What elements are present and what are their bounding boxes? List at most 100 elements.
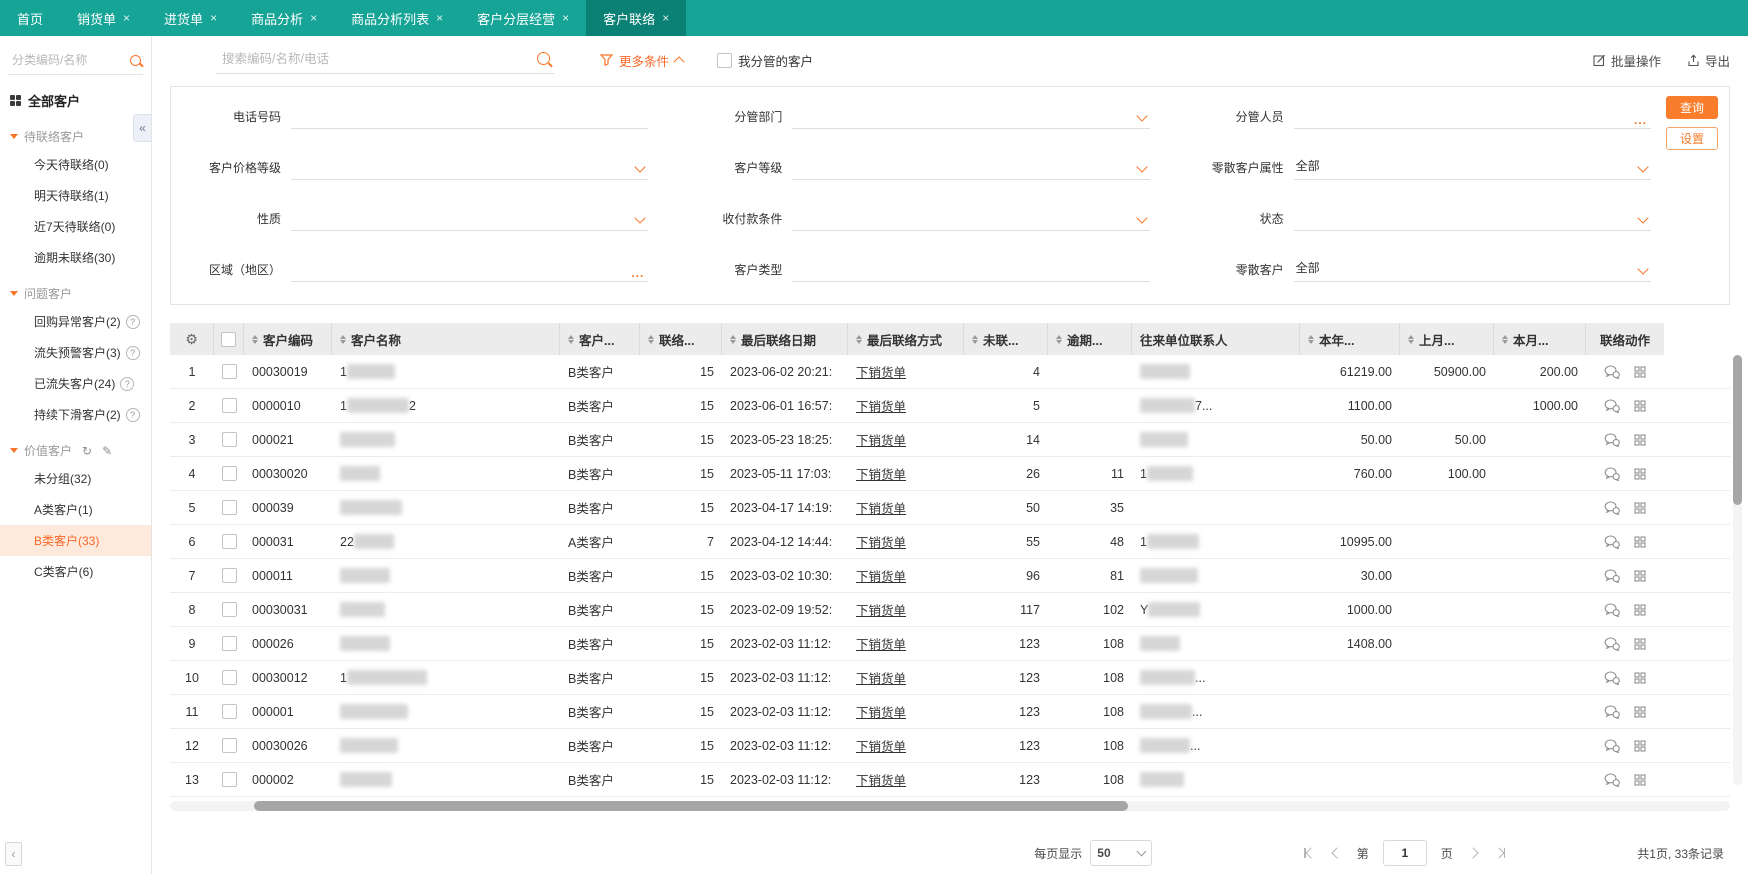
- tab-进货单[interactable]: 进货单 ×: [147, 0, 234, 36]
- row-checkbox[interactable]: [221, 738, 237, 753]
- row-checkbox[interactable]: [221, 670, 237, 685]
- settings-button[interactable]: 设置: [1666, 127, 1718, 150]
- more-actions-grid-icon[interactable]: [1634, 739, 1646, 752]
- tree-item-未分组(32)[interactable]: 未分组(32): [0, 463, 151, 494]
- row-checkbox[interactable]: [221, 432, 237, 447]
- sidebar-item-all-customers[interactable]: 全部客户: [0, 75, 151, 116]
- chat-icon[interactable]: [1604, 738, 1620, 753]
- sales-order-link[interactable]: 下销货单: [856, 570, 907, 584]
- tree-group-待联络客户[interactable]: 待联络客户: [0, 116, 151, 149]
- more-actions-grid-icon[interactable]: [1634, 705, 1646, 718]
- more-actions-grid-icon[interactable]: [1634, 399, 1646, 412]
- tree-item-今天待联络(0)[interactable]: 今天待联络(0): [0, 149, 151, 180]
- more-actions-grid-icon[interactable]: [1634, 433, 1646, 446]
- chat-icon[interactable]: [1604, 432, 1620, 447]
- tree-item-持续下滑客户(2)[interactable]: 持续下滑客户(2)?: [0, 399, 151, 430]
- more-actions-grid-icon[interactable]: [1634, 467, 1646, 480]
- more-actions-grid-icon[interactable]: [1634, 365, 1646, 378]
- ellipsis-icon[interactable]: ...: [1633, 113, 1647, 127]
- more-actions-grid-icon[interactable]: [1634, 671, 1646, 684]
- page-input[interactable]: [1382, 840, 1427, 866]
- more-actions-grid-icon[interactable]: [1634, 637, 1646, 650]
- tree-group-价值客户[interactable]: 价值客户 ↻ ✎: [0, 430, 151, 463]
- tree-item-回购异常客户(2)[interactable]: 回购异常客户(2)?: [0, 306, 151, 337]
- filter-control-电话号码[interactable]: [291, 103, 649, 129]
- tree-item-A类客户(1)[interactable]: A类客户(1): [0, 494, 151, 525]
- filter-control-分管人员[interactable]: ...: [1293, 103, 1651, 129]
- tab-close-icon[interactable]: ×: [436, 11, 444, 25]
- tree-item-B类客户(33)[interactable]: B类客户(33): [0, 525, 151, 556]
- more-conditions-toggle[interactable]: 更多条件: [600, 51, 685, 70]
- filter-control-零散客户[interactable]: 全部: [1293, 256, 1651, 282]
- sales-order-link[interactable]: 下销货单: [856, 434, 907, 448]
- col-最后联络方式[interactable]: 最后联络方式: [848, 323, 964, 355]
- category-search-input[interactable]: [10, 52, 126, 68]
- tab-close-icon[interactable]: ×: [123, 11, 131, 25]
- sales-order-link[interactable]: 下销货单: [856, 468, 907, 482]
- sales-order-link[interactable]: 下销货单: [856, 604, 907, 618]
- my-customers-checkbox[interactable]: [717, 52, 733, 68]
- export-button[interactable]: 导出: [1687, 51, 1730, 70]
- row-checkbox[interactable]: [221, 636, 237, 651]
- chat-icon[interactable]: [1604, 364, 1620, 379]
- tree-item-近7天待联络(0)[interactable]: 近7天待联络(0): [0, 211, 151, 242]
- more-actions-grid-icon[interactable]: [1634, 535, 1646, 548]
- filter-control-状态[interactable]: [1293, 205, 1651, 231]
- sales-order-link[interactable]: 下销货单: [856, 638, 907, 652]
- last-page-button[interactable]: [1493, 846, 1508, 860]
- my-customers-filter[interactable]: 我分管的客户: [717, 51, 813, 70]
- more-actions-grid-icon[interactable]: [1634, 501, 1646, 514]
- tab-close-icon[interactable]: ×: [210, 11, 218, 25]
- tree-item-C类客户(6)[interactable]: C类客户(6): [0, 556, 151, 587]
- col-本月...[interactable]: 本月...: [1494, 323, 1586, 355]
- tree-item-逾期未联络(30)[interactable]: 逾期未联络(30): [0, 242, 151, 273]
- col-上月...[interactable]: 上月...: [1400, 323, 1494, 355]
- select-all-checkbox[interactable]: [221, 331, 236, 347]
- col-客户编码[interactable]: 客户编码: [244, 323, 332, 355]
- chat-icon[interactable]: [1604, 466, 1620, 481]
- vertical-scrollbar[interactable]: [1733, 355, 1742, 785]
- chat-icon[interactable]: [1604, 568, 1620, 583]
- sales-order-link[interactable]: 下销货单: [856, 774, 907, 788]
- sales-order-link[interactable]: 下销货单: [856, 502, 907, 516]
- customer-search-input[interactable]: [220, 50, 537, 67]
- horizontal-scrollbar[interactable]: [170, 801, 1730, 811]
- search-icon[interactable]: [537, 52, 550, 65]
- filter-control-收付款条件[interactable]: [792, 205, 1150, 231]
- row-checkbox[interactable]: [221, 466, 237, 481]
- tab-商品分析列表[interactable]: 商品分析列表 ×: [334, 0, 460, 36]
- tab-close-icon[interactable]: ×: [662, 11, 670, 25]
- batch-operations-button[interactable]: 批量操作: [1593, 51, 1661, 70]
- row-checkbox[interactable]: [221, 364, 237, 379]
- col-客户...[interactable]: 客户...: [560, 323, 640, 355]
- chat-icon[interactable]: [1604, 636, 1620, 651]
- tree-item-已流失客户(24)[interactable]: 已流失客户(24)?: [0, 368, 151, 399]
- chat-icon[interactable]: [1604, 500, 1620, 515]
- filter-control-区域（地区）[interactable]: ...: [291, 256, 649, 282]
- col-最后联络日期[interactable]: 最后联络日期: [722, 323, 848, 355]
- search-icon[interactable]: [130, 54, 141, 66]
- tab-商品分析[interactable]: 商品分析 ×: [234, 0, 334, 36]
- filter-control-客户类型[interactable]: [792, 256, 1150, 282]
- gear-icon[interactable]: ⚙: [185, 330, 198, 347]
- sidebar-bottom-collapse-button[interactable]: ‹: [5, 842, 22, 866]
- filter-control-性质[interactable]: [291, 205, 649, 231]
- more-actions-grid-icon[interactable]: [1634, 773, 1646, 786]
- edit-icon[interactable]: ✎: [102, 443, 113, 458]
- col-客户名称[interactable]: 客户名称: [332, 323, 560, 355]
- row-checkbox[interactable]: [221, 568, 237, 583]
- sales-order-link[interactable]: 下销货单: [856, 706, 907, 720]
- tree-group-问题客户[interactable]: 问题客户: [0, 273, 151, 306]
- tree-item-明天待联络(1)[interactable]: 明天待联络(1): [0, 180, 151, 211]
- row-checkbox[interactable]: [221, 602, 237, 617]
- tree-item-流失预警客户(3)[interactable]: 流失预警客户(3)?: [0, 337, 151, 368]
- col-未联...[interactable]: 未联...: [964, 323, 1048, 355]
- row-checkbox[interactable]: [221, 772, 237, 787]
- chat-icon[interactable]: [1604, 772, 1620, 787]
- horizontal-scrollbar-thumb[interactable]: [254, 801, 1128, 811]
- tab-close-icon[interactable]: ×: [562, 11, 570, 25]
- row-checkbox[interactable]: [221, 398, 237, 413]
- col-逾期...[interactable]: 逾期...: [1048, 323, 1132, 355]
- ellipsis-icon[interactable]: ...: [631, 266, 645, 280]
- row-checkbox[interactable]: [221, 534, 237, 549]
